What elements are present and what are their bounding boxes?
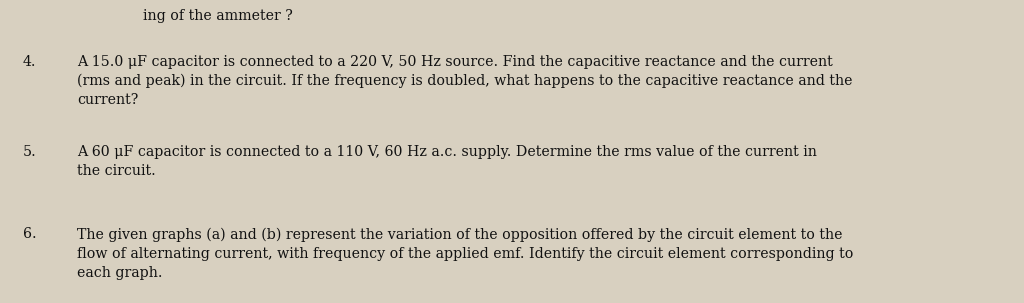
Text: 6.: 6. — [23, 227, 36, 241]
Text: The given graphs (a) and (b) represent the variation of the opposition offered b: The given graphs (a) and (b) represent t… — [77, 227, 853, 280]
Text: 4.: 4. — [23, 55, 36, 68]
Text: A 15.0 μF capacitor is connected to a 220 V, 50 Hz source. Find the capacitive r: A 15.0 μF capacitor is connected to a 22… — [77, 55, 852, 107]
Text: ing of the ammeter ?: ing of the ammeter ? — [143, 9, 293, 23]
Text: 5.: 5. — [23, 145, 36, 159]
Text: A 60 μF capacitor is connected to a 110 V, 60 Hz a.c. supply. Determine the rms : A 60 μF capacitor is connected to a 110 … — [77, 145, 817, 178]
